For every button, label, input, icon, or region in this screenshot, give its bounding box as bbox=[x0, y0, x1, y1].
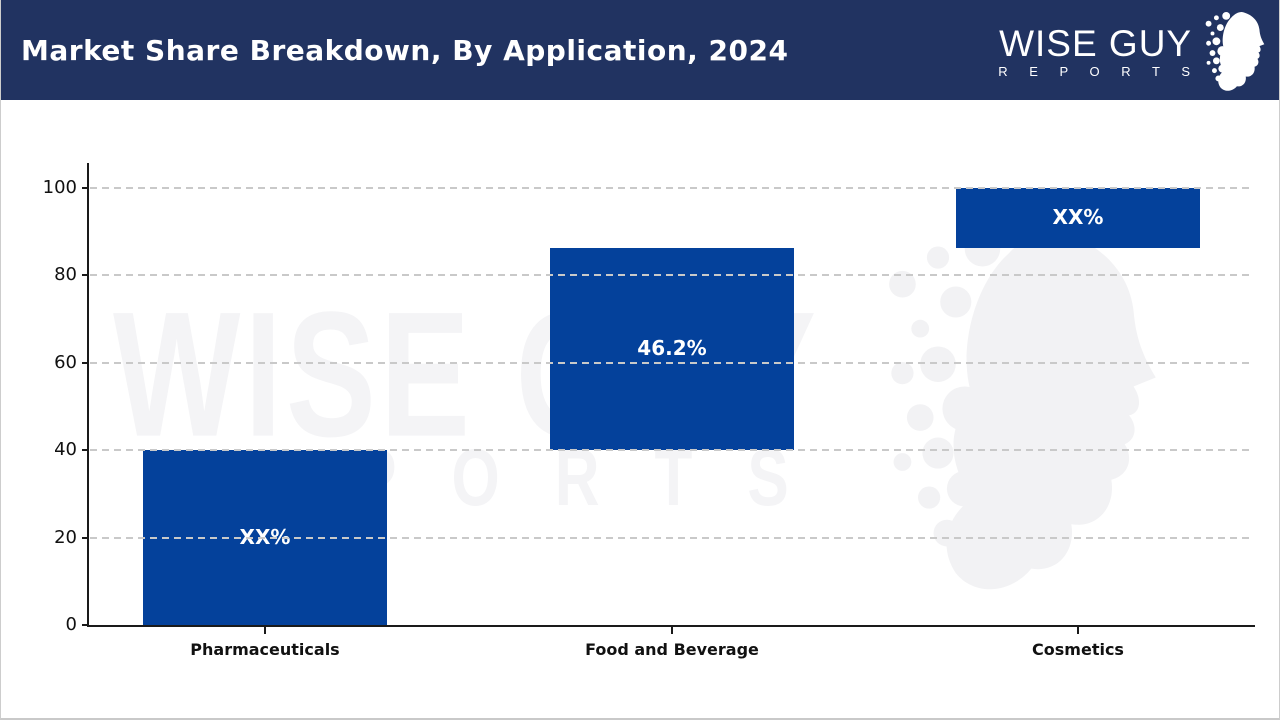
y-tick-label: 60 bbox=[54, 351, 77, 373]
logo-reports-text: R E P O R T S bbox=[998, 64, 1199, 79]
y-tick-label: 40 bbox=[54, 439, 77, 460]
x-category-label: Cosmetics bbox=[1032, 640, 1124, 659]
y-tick-mark bbox=[82, 624, 89, 626]
x-tick-mark bbox=[264, 627, 266, 634]
y-tick-mark bbox=[82, 361, 89, 364]
logo-head-icon bbox=[1205, 11, 1265, 91]
logo-wordmark: WISE GUY bbox=[999, 23, 1193, 64]
header: Market Share Breakdown, By Application, … bbox=[1, 0, 1279, 100]
x-category-label: Pharmaceuticals bbox=[190, 640, 340, 659]
x-category-label: Food and Beverage bbox=[585, 640, 759, 659]
bar: XX% bbox=[956, 187, 1200, 248]
y-tick-label: 80 bbox=[54, 264, 77, 285]
gridline bbox=[90, 186, 1253, 189]
y-axis-line bbox=[87, 163, 89, 627]
gridline bbox=[90, 449, 1253, 451]
y-tick-label: 100 bbox=[42, 176, 77, 198]
gridline bbox=[90, 274, 1253, 276]
x-tick-mark bbox=[671, 627, 673, 634]
y-tick-mark bbox=[82, 186, 89, 189]
wiseguy-logo: WISE GUY R E P O R T S bbox=[998, 6, 1269, 96]
bar: 46.2% bbox=[550, 247, 794, 450]
gridline bbox=[90, 361, 1253, 364]
watermark-head-icon bbox=[889, 230, 1156, 590]
x-axis-line bbox=[87, 625, 1255, 627]
x-tick-mark bbox=[1077, 627, 1079, 634]
y-tick-label: 0 bbox=[65, 614, 77, 635]
bar-value-label: XX% bbox=[1052, 204, 1104, 229]
bar-value-label: 46.2% bbox=[637, 335, 707, 360]
y-tick-mark bbox=[82, 536, 89, 539]
y-tick-label: 20 bbox=[54, 526, 77, 548]
y-tick-mark bbox=[82, 449, 89, 451]
gridline bbox=[90, 536, 1253, 539]
chart-title: Market Share Breakdown, By Application, … bbox=[21, 34, 789, 67]
y-tick-mark bbox=[82, 274, 89, 276]
